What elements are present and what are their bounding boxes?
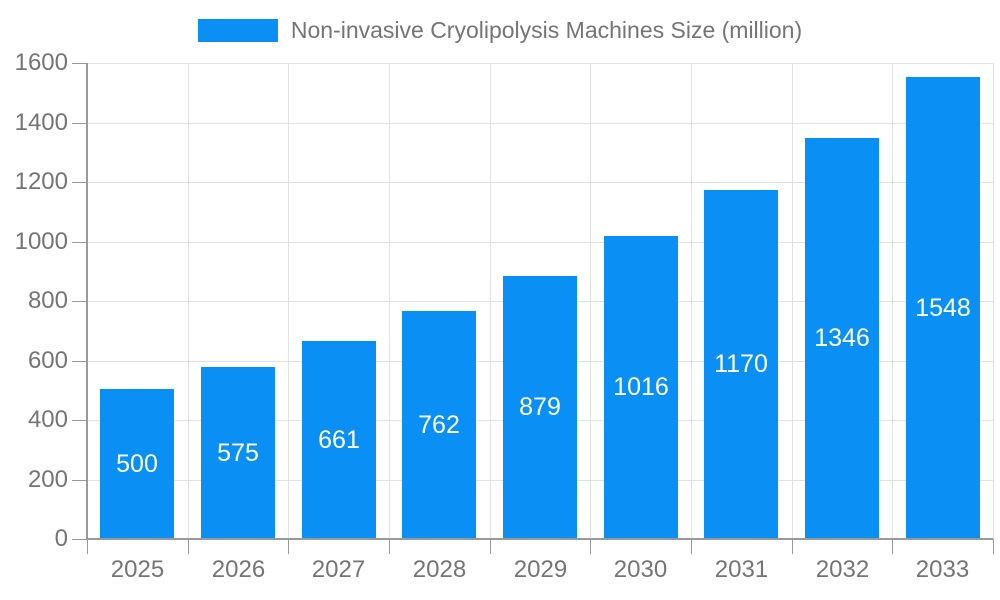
v-gridline: [389, 63, 390, 539]
bar-value-label: 879: [519, 393, 561, 421]
y-axis-tick: [72, 361, 87, 362]
v-gridline: [993, 63, 994, 539]
x-tick-label: 2027: [311, 556, 366, 583]
v-gridline: [590, 63, 591, 539]
x-tick-label: 2032: [815, 556, 870, 583]
x-tick-label: 2028: [412, 556, 467, 583]
y-axis-tick: [72, 123, 87, 124]
y-tick-label: 1400: [14, 109, 68, 136]
v-gridline: [691, 63, 692, 539]
x-axis-tick: [792, 539, 793, 554]
bar-value-label: 500: [116, 450, 158, 478]
y-axis-tick: [72, 480, 87, 481]
y-tick-label: 1600: [14, 49, 68, 76]
y-tick-label: 0: [54, 525, 68, 552]
v-gridline: [288, 63, 289, 539]
h-gridline: [87, 63, 993, 64]
x-axis-tick: [590, 539, 591, 554]
y-axis-tick: [72, 182, 87, 183]
x-axis-tick: [892, 539, 893, 554]
bar-value-label: 575: [217, 439, 259, 467]
x-axis-tick: [188, 539, 189, 554]
x-tick-label: 2033: [915, 556, 970, 583]
y-axis-tick: [72, 420, 87, 421]
bar-value-label: 1548: [915, 294, 971, 322]
bar-value-label: 1170: [714, 350, 768, 378]
y-tick-label: 1000: [14, 228, 68, 255]
h-gridline: [87, 242, 993, 243]
x-tick-label: 2026: [211, 556, 266, 583]
x-axis-tick: [691, 539, 692, 554]
y-axis-tick: [72, 63, 87, 64]
v-gridline: [188, 63, 189, 539]
y-tick-label: 200: [27, 466, 68, 493]
bar-2033[interactable]: [906, 77, 980, 538]
x-axis-tick: [389, 539, 390, 554]
h-gridline: [87, 123, 993, 124]
bar-2029[interactable]: [503, 276, 577, 538]
x-axis-tick: [993, 539, 994, 554]
y-tick-label: 800: [27, 287, 68, 314]
v-gridline: [792, 63, 793, 539]
x-tick-label: 2025: [110, 556, 165, 583]
v-gridline: [490, 63, 491, 539]
legend-swatch: [197, 18, 278, 42]
x-axis-tick: [490, 539, 491, 554]
bar-value-label: 1016: [613, 373, 669, 401]
v-gridline: [892, 63, 893, 539]
y-axis-tick: [72, 242, 87, 243]
x-tick-label: 2031: [714, 556, 769, 583]
y-tick-label: 1200: [14, 168, 68, 195]
bar-2031[interactable]: [704, 190, 778, 538]
y-axis-tick: [72, 539, 87, 540]
x-axis-tick: [87, 539, 88, 554]
x-axis-tick: [288, 539, 289, 554]
bar-value-label: 661: [318, 426, 360, 454]
x-tick-label: 2030: [613, 556, 668, 583]
bar-value-label: 1346: [814, 324, 870, 352]
h-gridline: [87, 182, 993, 183]
bar-2028[interactable]: [402, 311, 476, 538]
legend[interactable]: Non-invasive Cryolipolysis Machines Size…: [0, 15, 1000, 45]
y-tick-label: 400: [27, 406, 68, 433]
y-tick-label: 600: [27, 347, 68, 374]
bar-2030[interactable]: [604, 236, 678, 538]
x-tick-label: 2029: [513, 556, 568, 583]
y-axis-tick: [72, 301, 87, 302]
y-axis: [86, 63, 88, 540]
x-axis: [87, 538, 993, 540]
legend-label: Non-invasive Cryolipolysis Machines Size…: [290, 16, 803, 43]
bar-value-label: 762: [418, 411, 460, 439]
bar-2032[interactable]: [805, 138, 879, 538]
bar-2026[interactable]: [201, 367, 275, 538]
bar-2025[interactable]: [100, 389, 174, 538]
bar-2027[interactable]: [302, 341, 376, 538]
